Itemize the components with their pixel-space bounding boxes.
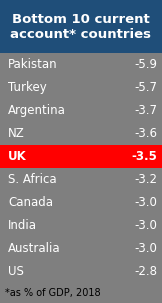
Text: US: US [8, 265, 24, 278]
Bar [0, 214, 162, 237]
Text: Turkey: Turkey [8, 81, 47, 94]
Text: Australia: Australia [8, 242, 61, 255]
Text: *as % of GDP, 2018: *as % of GDP, 2018 [5, 288, 100, 298]
Text: S. Africa: S. Africa [8, 173, 57, 186]
Text: Argentina: Argentina [8, 104, 66, 117]
Text: -3.0: -3.0 [134, 242, 157, 255]
Text: -5.7: -5.7 [134, 81, 157, 94]
Bar [0, 53, 162, 76]
Bar [0, 191, 162, 214]
Text: -3.5: -3.5 [131, 150, 157, 163]
Text: -3.0: -3.0 [134, 219, 157, 232]
Bar [0, 237, 162, 260]
Text: Pakistan: Pakistan [8, 58, 58, 71]
Text: -3.2: -3.2 [134, 173, 157, 186]
Text: -3.6: -3.6 [134, 127, 157, 140]
Bar [0, 122, 162, 145]
Bar [0, 99, 162, 122]
Bar [0, 76, 162, 99]
Text: -3.0: -3.0 [134, 196, 157, 209]
Text: -3.7: -3.7 [134, 104, 157, 117]
Text: Bottom 10 current
account* countries: Bottom 10 current account* countries [11, 12, 151, 41]
Text: -2.8: -2.8 [134, 265, 157, 278]
Bar [0, 260, 162, 283]
Text: UK: UK [8, 150, 27, 163]
Bar [0, 0, 162, 53]
Text: Canada: Canada [8, 196, 53, 209]
Text: -5.9: -5.9 [134, 58, 157, 71]
Text: India: India [8, 219, 37, 232]
Text: NZ: NZ [8, 127, 25, 140]
Bar [0, 168, 162, 191]
Bar [0, 145, 162, 168]
